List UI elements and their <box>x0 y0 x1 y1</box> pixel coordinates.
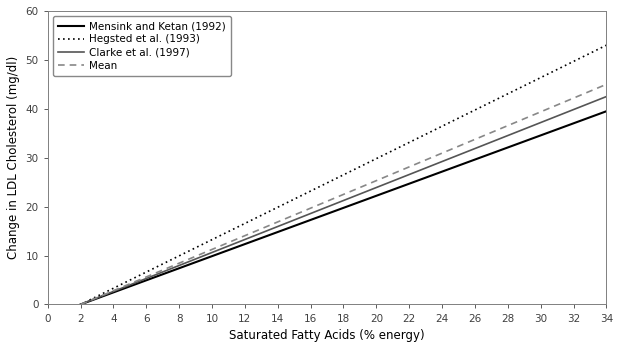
Clarke et al. (1997) <box>603 95 610 99</box>
Hegsted et al. (1993) <box>330 178 337 182</box>
Y-axis label: Change in LDL Cholesterol (mg/dl): Change in LDL Cholesterol (mg/dl) <box>7 56 20 259</box>
Clarke et al. (1997) <box>361 190 369 194</box>
Mean <box>508 122 515 126</box>
Mean <box>590 88 598 92</box>
Clarke et al. (1997) <box>508 132 515 136</box>
Mensink and Ketan (1992) <box>361 198 369 202</box>
Mensink and Ketan (1992) <box>327 210 334 215</box>
Mean <box>603 82 610 87</box>
Mean <box>77 302 84 306</box>
X-axis label: Saturated Fatty Acids (% energy): Saturated Fatty Acids (% energy) <box>229 329 425 342</box>
Mensink and Ketan (1992) <box>330 209 337 214</box>
Mensink and Ketan (1992) <box>508 144 515 148</box>
Hegsted et al. (1993) <box>327 179 334 184</box>
Mean <box>327 198 334 202</box>
Hegsted et al. (1993) <box>590 49 598 53</box>
Mensink and Ketan (1992) <box>77 302 84 306</box>
Clarke et al. (1997) <box>590 99 598 104</box>
Line: Mean: Mean <box>81 84 606 304</box>
Legend: Mensink and Ketan (1992), Hegsted et al. (1993), Clarke et al. (1997), Mean: Mensink and Ketan (1992), Hegsted et al.… <box>53 16 231 76</box>
Mensink and Ketan (1992) <box>590 114 598 118</box>
Line: Hegsted et al. (1993): Hegsted et al. (1993) <box>81 45 606 304</box>
Line: Clarke et al. (1997): Clarke et al. (1997) <box>81 97 606 304</box>
Hegsted et al. (1993) <box>603 43 610 47</box>
Hegsted et al. (1993) <box>77 302 84 306</box>
Mean <box>361 183 369 187</box>
Hegsted et al. (1993) <box>390 148 397 152</box>
Clarke et al. (1997) <box>77 302 84 306</box>
Hegsted et al. (1993) <box>508 90 515 94</box>
Clarke et al. (1997) <box>330 202 337 207</box>
Clarke et al. (1997) <box>327 203 334 208</box>
Mensink and Ketan (1992) <box>390 187 397 192</box>
Mensink and Ketan (1992) <box>603 109 610 113</box>
Hegsted et al. (1993) <box>361 162 369 166</box>
Line: Mensink and Ketan (1992): Mensink and Ketan (1992) <box>81 111 606 304</box>
Clarke et al. (1997) <box>390 179 397 183</box>
Mean <box>330 196 337 201</box>
Mean <box>390 171 397 176</box>
